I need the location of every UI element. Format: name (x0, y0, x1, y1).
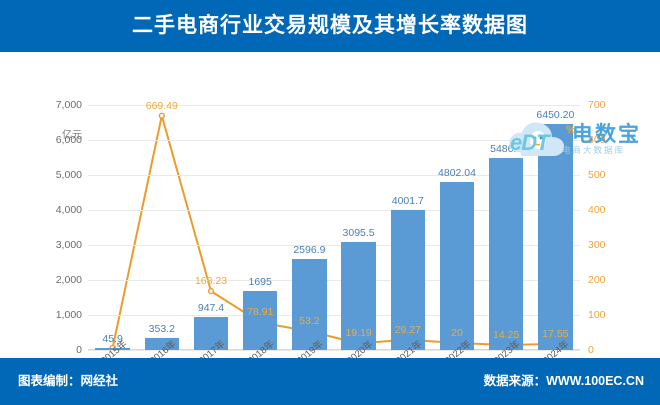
y-axis-tick-left: 2,000 (55, 274, 82, 286)
y-axis-tick-right: 300 (588, 239, 606, 251)
bar-2019年 (292, 259, 327, 350)
footer-bar (0, 358, 660, 405)
line-value-label: 14.25 (493, 329, 520, 341)
y-axis-tick-left: 7,000 (55, 99, 82, 111)
bar-value-label: 4802.04 (438, 166, 476, 179)
y-axis-right: 700 600 500 400 300 200 100 0 (588, 99, 648, 356)
y-axis-tick-left: 1,000 (55, 309, 82, 321)
line-value-label: 78.91 (247, 306, 274, 319)
gridline (88, 315, 580, 316)
bar-value-label: 6450.20 (536, 109, 575, 122)
line-value-label: 19.19 (345, 327, 372, 340)
bar-value-label: 5486.5 (490, 142, 523, 155)
y-axis-tick-left: 3,000 (55, 239, 82, 251)
line-value-label: 53.2 (299, 315, 320, 328)
page-title: 二手电商行业交易规模及其增长率数据图 (132, 14, 528, 37)
y-axis-tick-right: 200 (588, 274, 606, 286)
y-axis-tick-left: 4,000 (55, 204, 82, 216)
bar-value-label: 45.9 (102, 333, 123, 345)
y-axis-tick-right: 100 (588, 309, 606, 321)
gridline (88, 140, 580, 141)
gridline (88, 175, 580, 176)
y-axis-tick-right: 0 (588, 344, 594, 356)
gridline (88, 350, 580, 351)
bar-2023年 (488, 157, 524, 350)
bar-value-label: 3095.5 (342, 226, 375, 239)
plot-area: 45.9 353.2 947.4 1695 2596.9 3095.5 4001.7 4802… (88, 100, 580, 352)
x-axis-line (88, 349, 580, 350)
y-axis-left: 7,000 6,000 5,000 4,000 3,000 2,000 1,000 0 (22, 99, 82, 356)
line-value-label: 29.27 (394, 323, 421, 336)
bar-value-label: 353.2 (148, 322, 175, 335)
y-axis-tick-left: 0 (76, 344, 82, 356)
bar-2021年 (390, 209, 426, 350)
line-value-label: 669.49 (145, 99, 178, 112)
bar-2015年 (95, 348, 130, 350)
bar-value-label: 4001.7 (391, 194, 424, 207)
y-axis-tick-right: 500 (588, 169, 606, 181)
footer-source: 数据来源：WWW.100EC.CN (483, 374, 644, 388)
line-marker (158, 112, 165, 119)
bar-value-label: 2596.9 (293, 244, 326, 257)
gridline (88, 245, 580, 246)
bar-value-label: 947.4 (197, 301, 225, 314)
header-bar (0, 0, 660, 52)
bar-2018年 (242, 290, 278, 350)
bar-2024年 (538, 124, 573, 350)
bar-2020年 (341, 241, 376, 350)
y-axis-tick-left: 6,000 (55, 134, 82, 146)
line-marker (207, 288, 215, 295)
bar-2017年 (193, 316, 229, 350)
gridline (88, 280, 580, 281)
chart-area: 亿元 7,000 6,000 5,000 4,000 3,000 2,000 1,000 0 … (0, 52, 660, 367)
bar-2016年 (144, 337, 180, 350)
line-value-label: 20 (451, 327, 463, 339)
line-value-label: 17.55 (542, 327, 569, 340)
gridline (88, 210, 580, 211)
y-axis-tick-right: 700 (588, 99, 606, 111)
footer-credit: 图表编制：网经社 (18, 374, 119, 388)
y-axis-unit-label: 亿元 (62, 130, 82, 141)
gridline (88, 105, 580, 106)
y-axis-tick-right: 600 (588, 134, 606, 146)
bar-2022年 (439, 181, 475, 350)
y-axis-tick-left: 5,000 (55, 169, 82, 181)
line-value-label: 168.23 (194, 275, 228, 288)
growth-rate-line (111, 114, 556, 349)
y-axis-tick-right: 400 (588, 204, 606, 216)
bar-value-label: 1695 (248, 275, 272, 288)
